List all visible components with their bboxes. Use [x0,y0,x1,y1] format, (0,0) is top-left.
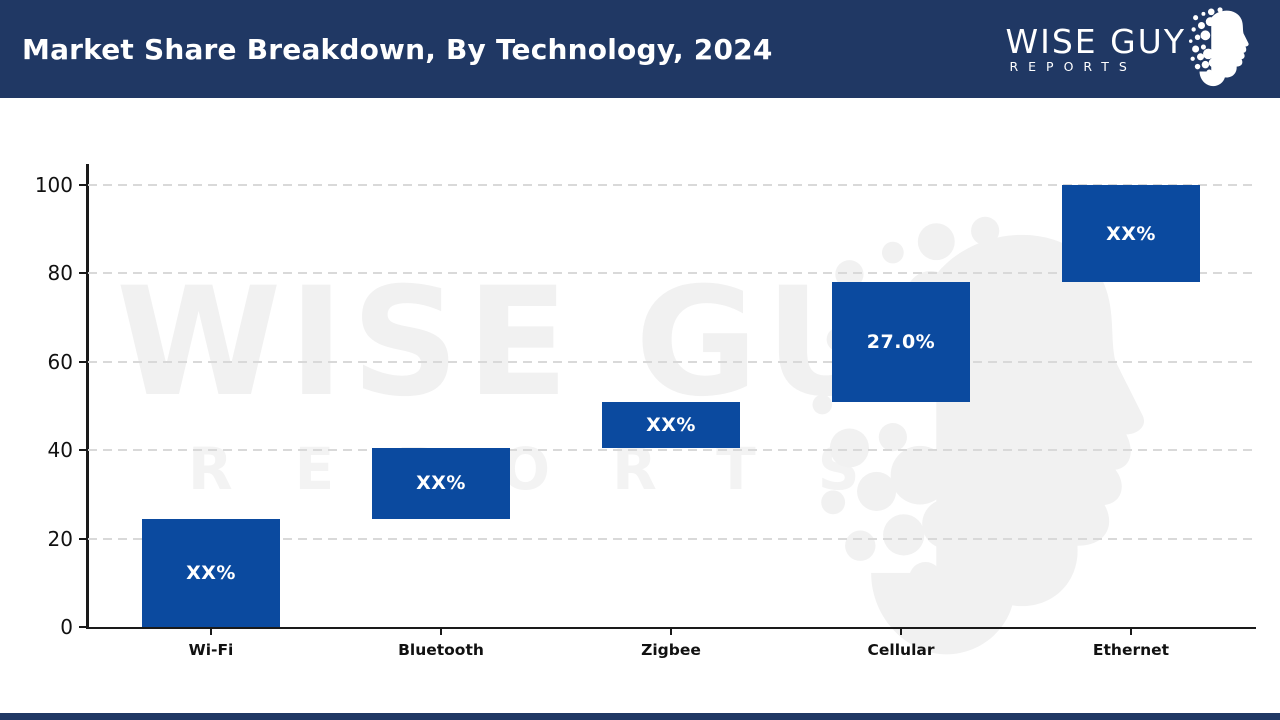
y-tick-label: 40 [47,438,73,463]
gridline [88,360,1252,363]
gridline [88,537,1252,540]
y-tick [79,272,87,275]
x-tick [900,629,902,635]
x-tick [1130,629,1132,635]
bar: 27.0% [832,282,970,402]
x-tick-label: Zigbee [641,641,701,659]
bar-value-label: XX% [416,472,466,495]
y-tick-label: 80 [47,261,73,286]
x-tick-label: Wi-Fi [188,641,234,659]
bar-value-label: XX% [646,413,696,436]
x-axis-line [86,626,1256,629]
y-tick [79,184,87,186]
gridline [88,449,1252,452]
y-tick-label: 20 [47,526,73,551]
y-tick [79,449,87,452]
bar: XX% [142,518,280,627]
bar-value-label: XX% [186,561,236,584]
y-tick [79,626,87,628]
footer-bar [0,713,1280,720]
y-tick-label: 60 [47,349,73,374]
logo-wordmark: WISE GUY [1005,21,1186,61]
x-tick-label: Bluetooth [398,641,484,659]
bar: XX% [602,401,740,448]
x-tick [440,629,442,635]
bar: XX% [372,447,510,519]
gridline [88,184,1252,186]
brand-logo: WISE GUY REPORTS [1005,6,1262,92]
bar: XX% [1062,185,1200,283]
y-tick [79,360,87,363]
y-tick-label: 100 [34,173,73,197]
logo-text: WISE GUY REPORTS [1005,25,1186,74]
logo-head-icon [1188,7,1249,87]
logo-subtitle: REPORTS [1009,58,1137,74]
y-axis-line [86,164,89,629]
gridline [88,272,1252,275]
x-tick [210,629,212,635]
bar-value-label: 27.0% [866,330,936,353]
x-tick [670,629,672,635]
y-tick-label: 0 [60,615,73,639]
y-tick [79,537,87,540]
page-title: Market Share Breakdown, By Technology, 2… [22,32,773,66]
x-tick-label: Cellular [867,641,935,659]
x-tick-label: Ethernet [1092,641,1170,659]
bar-value-label: XX% [1106,222,1156,245]
header-bar: Market Share Breakdown, By Technology, 2… [0,0,1280,98]
